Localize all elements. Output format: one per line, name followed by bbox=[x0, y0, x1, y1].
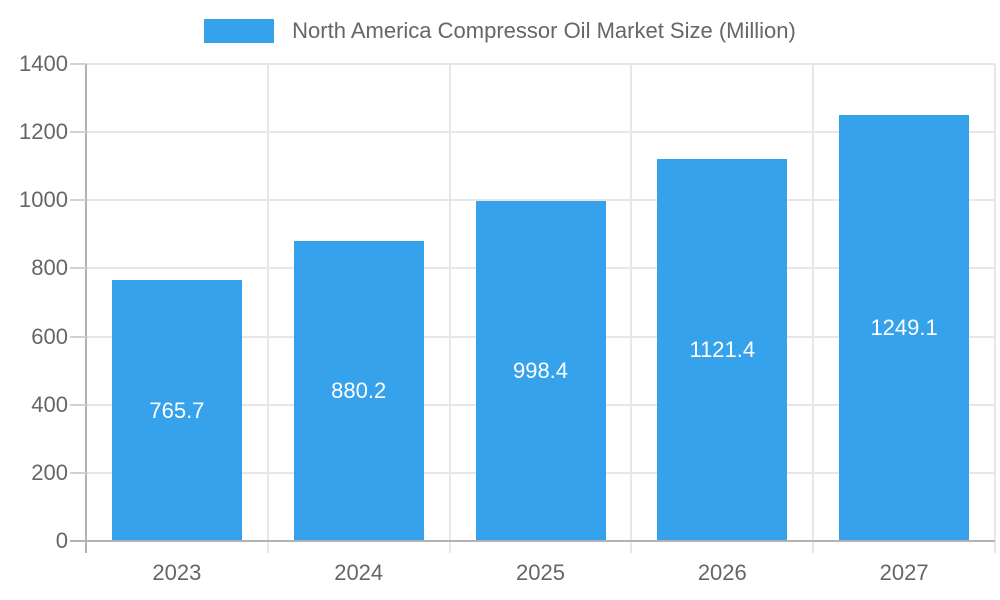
gridline-vertical bbox=[994, 64, 996, 553]
y-axis-tick bbox=[70, 131, 86, 134]
y-axis-tick bbox=[70, 199, 86, 202]
legend-swatch bbox=[204, 19, 275, 43]
y-axis-tick-label: 600 bbox=[31, 323, 68, 349]
bar-2026[interactable]: 1121.4 bbox=[657, 158, 788, 541]
y-axis-tick-label: 1400 bbox=[19, 51, 68, 76]
legend-label: North America Compressor Oil Market Size… bbox=[292, 18, 796, 43]
y-axis-tick-label: 1200 bbox=[19, 119, 68, 145]
y-axis-tick-label: 0 bbox=[55, 528, 68, 553]
bar-value-label: 998.4 bbox=[512, 357, 569, 383]
x-axis-tick-label: 2027 bbox=[879, 560, 929, 585]
bar-2023[interactable]: 765.7 bbox=[111, 280, 242, 541]
gridline-horizontal bbox=[86, 63, 995, 65]
bar-value-label: 880.2 bbox=[331, 378, 387, 404]
y-axis-tick-label: 1000 bbox=[19, 187, 68, 213]
gridline-vertical bbox=[630, 64, 633, 553]
plot-area: 765.7 880.2 998.4 1121.4 1249.1 bbox=[85, 63, 996, 553]
x-axis-tick-label: 2023 bbox=[152, 560, 202, 585]
bar-2025[interactable]: 998.4 bbox=[475, 200, 606, 541]
y-axis-tick bbox=[70, 540, 86, 542]
y-axis-tick bbox=[70, 63, 86, 65]
bar-value-label: 1249.1 bbox=[870, 315, 938, 341]
x-axis-tick-label: 2024 bbox=[334, 560, 384, 585]
gridline-horizontal bbox=[86, 131, 995, 134]
bar-value-label: 1121.4 bbox=[689, 336, 756, 362]
y-axis-tick-label: 400 bbox=[31, 391, 68, 417]
bar-value-label: 765.7 bbox=[149, 397, 205, 423]
gridline-horizontal bbox=[86, 199, 995, 202]
y-axis-line bbox=[85, 64, 87, 553]
gridline-vertical bbox=[448, 64, 451, 553]
y-axis-tick bbox=[70, 403, 86, 406]
bar-2027[interactable]: 1249.1 bbox=[839, 115, 970, 541]
bar-2024[interactable]: 880.2 bbox=[293, 241, 424, 541]
y-axis-tick-label: 800 bbox=[31, 255, 68, 281]
y-axis-tick-label: 200 bbox=[31, 459, 68, 485]
y-axis-tick bbox=[70, 267, 86, 270]
gridline-vertical bbox=[266, 64, 269, 553]
x-axis-line bbox=[86, 540, 995, 542]
x-axis-tick-label: 2025 bbox=[516, 560, 565, 585]
gridline-vertical bbox=[812, 64, 815, 553]
x-axis-tick-label: 2026 bbox=[697, 560, 747, 585]
y-axis-tick bbox=[70, 335, 86, 338]
y-axis-tick bbox=[70, 471, 86, 474]
legend-item[interactable]: North America Compressor Oil Market Size… bbox=[0, 18, 1000, 44]
